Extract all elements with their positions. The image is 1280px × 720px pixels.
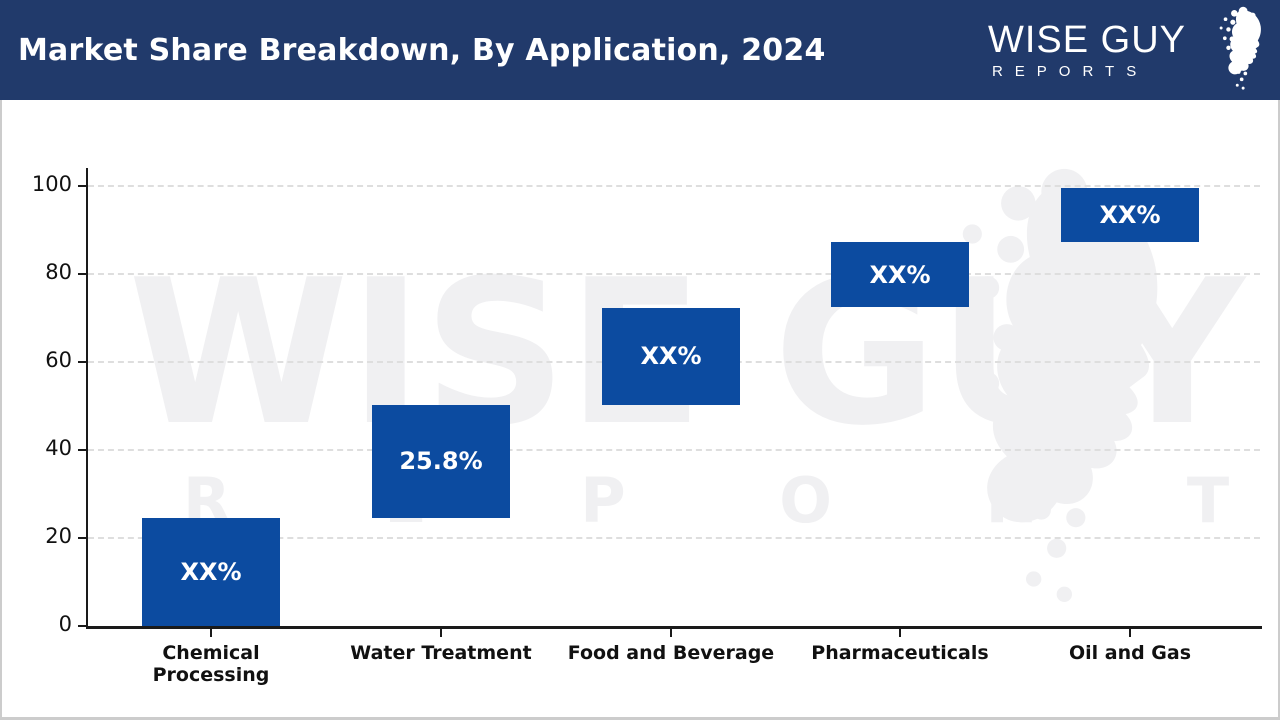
x-tick-mark: [899, 629, 901, 637]
chart-title: Market Share Breakdown, By Application, …: [18, 32, 826, 68]
logo-wordmark-secondary: REPORTS: [991, 62, 1149, 80]
y-tick-mark: [78, 537, 88, 539]
y-tick-mark: [78, 361, 88, 363]
y-tick-mark: [78, 185, 88, 187]
x-tick-mark: [1129, 629, 1131, 637]
x-axis-line: [86, 626, 1262, 629]
gridline: [88, 449, 1260, 451]
header-bar: Market Share Breakdown, By Application, …: [0, 0, 1280, 100]
y-tick-label: 60: [45, 348, 72, 372]
y-tick-label: 0: [58, 612, 72, 636]
gridline: [88, 273, 1260, 275]
logo-wordmark-primary: WISE GUY: [987, 18, 1186, 61]
x-category-label: Chemical Processing: [152, 642, 270, 687]
bar-value-label: XX%: [1099, 201, 1161, 230]
y-tick-label: 80: [45, 260, 72, 284]
x-category-label: Food and Beverage: [567, 642, 775, 664]
gridline: [88, 185, 1260, 187]
x-category-label: Oil and Gas: [1068, 642, 1192, 664]
gridline: [88, 537, 1260, 539]
y-tick-mark: [78, 449, 88, 451]
y-tick-mark: [78, 625, 88, 627]
bar-pharmaceuticals: XX%: [831, 242, 969, 308]
x-category-label: Water Treatment: [350, 642, 532, 664]
x-category-label: Pharmaceuticals: [811, 642, 989, 664]
wiseguy-logo: WISE GUY REPORTS: [988, 6, 1266, 94]
bar-water-treatment: 25.8%: [372, 404, 510, 519]
y-axis-line: [86, 168, 88, 628]
bar-value-label: XX%: [869, 260, 931, 289]
y-tick-label: 20: [45, 524, 72, 548]
y-tick-label: 40: [45, 436, 72, 460]
x-tick-mark: [210, 629, 212, 637]
x-tick-mark: [670, 629, 672, 637]
bar-food-and-beverage: XX%: [602, 307, 740, 405]
bar-value-label: 25.8%: [399, 447, 483, 476]
y-tick-label: 100: [31, 172, 72, 196]
watermark-text-secondary: R E P O R T S: [183, 464, 1280, 537]
bar-value-label: XX%: [640, 342, 702, 371]
logo-wordmark: WISE GUY REPORTS: [988, 21, 1186, 80]
bar-oil-and-gas: XX%: [1061, 188, 1199, 242]
y-tick-mark: [78, 273, 88, 275]
bar-chemical-processing: XX%: [142, 518, 280, 626]
x-tick-mark: [440, 629, 442, 637]
bar-value-label: XX%: [180, 558, 242, 587]
